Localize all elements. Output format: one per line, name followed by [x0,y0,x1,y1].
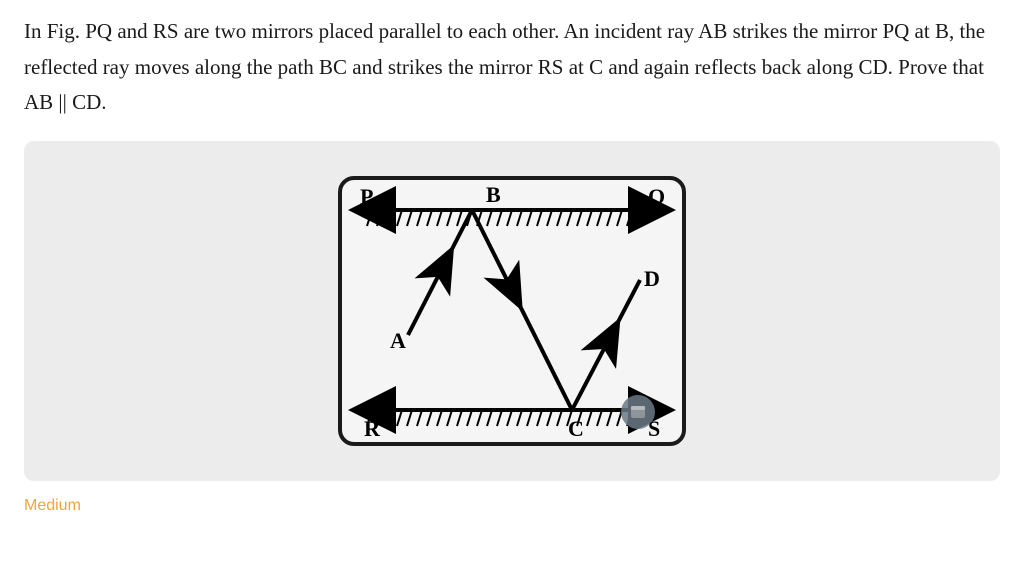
svg-text:C: C [568,416,584,441]
svg-text:A: A [390,328,406,353]
svg-text:R: R [364,416,381,441]
figure-box: P Q R S A B C D [338,176,686,446]
difficulty-badge: Medium [24,497,1000,515]
svg-text:P: P [360,184,373,209]
svg-text:S: S [648,416,660,441]
svg-text:B: B [486,182,501,207]
svg-text:Q: Q [648,184,665,209]
question-text: In Fig. PQ and RS are two mirrors placed… [24,14,1000,121]
svg-text:D: D [644,266,660,291]
geometry-diagram: P Q R S A B C D [342,180,682,442]
figure-panel: P Q R S A B C D [24,141,1000,481]
difficulty-label: Medium [24,497,81,514]
